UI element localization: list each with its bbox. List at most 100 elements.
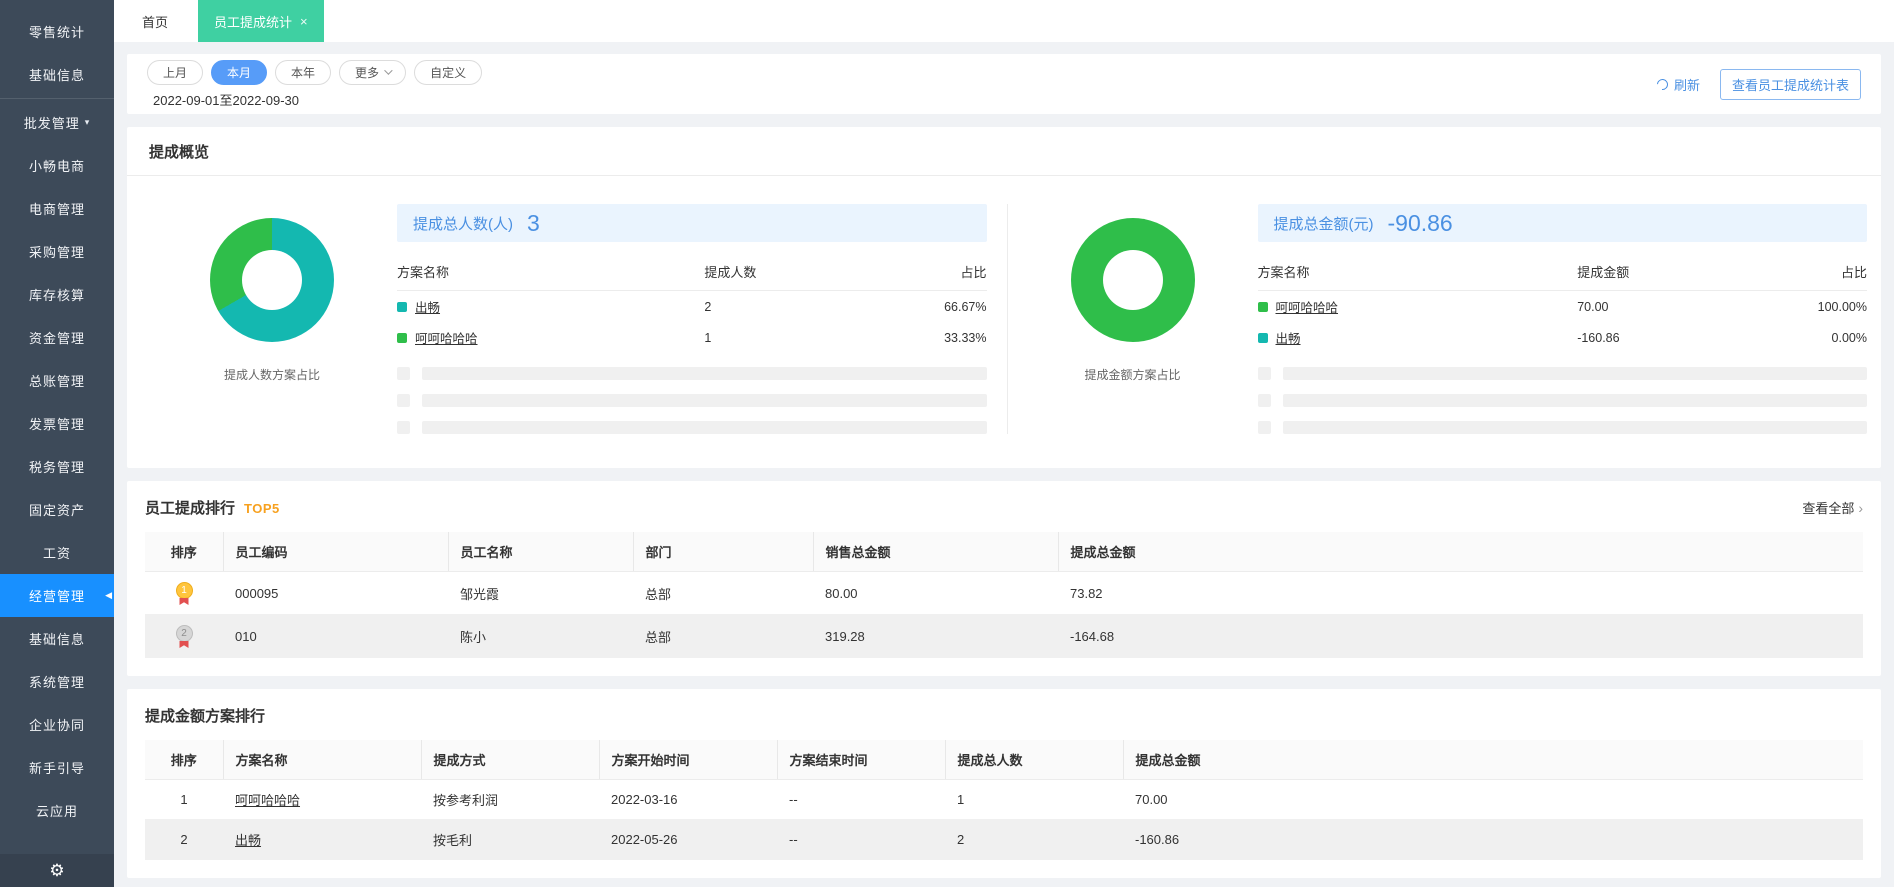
- skeleton-row: [1257, 421, 1867, 434]
- sidebar-item-label: 总账管理: [28, 374, 85, 389]
- sidebar-item-basic-info-top[interactable]: 基础信息: [0, 53, 114, 96]
- cell-commission-total: -164.68: [1058, 614, 1863, 658]
- sidebar-item-ecom-mgmt[interactable]: 电商管理: [0, 187, 114, 230]
- sidebar-item-label: 采购管理: [28, 245, 85, 260]
- sidebar-item-basic-info[interactable]: 基础信息: [0, 617, 114, 660]
- cell-commission-total: 73.82: [1058, 571, 1863, 615]
- sidebar-item-wholesale[interactable]: 批发管理 ▾: [0, 101, 114, 144]
- column-header: 提成方式: [421, 740, 600, 780]
- plan-ranking-table: 排序 方案名称 提成方式 方案开始时间 方案结束时间 提成总人数 提成总金额 1: [145, 740, 1863, 860]
- skeleton-row: [397, 394, 987, 407]
- sidebar-item-funds[interactable]: 资金管理: [0, 316, 114, 359]
- cell-sales-total: 319.28: [813, 614, 1058, 658]
- plan-link[interactable]: 呵呵哈哈哈: [235, 793, 301, 808]
- commission-overview-card: 提成概览 提成人数方案占比 提成总人数(人) 3: [127, 127, 1881, 468]
- skeleton-bar: [422, 394, 987, 407]
- sidebar-item-label: 批发管理: [23, 116, 80, 131]
- sidebar-item-inventory[interactable]: 库存核算: [0, 273, 114, 316]
- column-header: 销售总金额: [813, 532, 1059, 572]
- pill-custom[interactable]: 自定义: [414, 59, 483, 85]
- plan-link[interactable]: 出畅: [1275, 332, 1301, 346]
- pill-this-year[interactable]: 本年: [275, 59, 332, 85]
- people-donut-column: 提成人数方案占比: [147, 204, 397, 434]
- pill-more[interactable]: 更多: [339, 59, 407, 85]
- sidebar-item-ledger[interactable]: 总账管理: [0, 359, 114, 402]
- table-row: 呵呵哈哈哈 70.00 100.00%: [1257, 291, 1867, 322]
- top5-badge: TOP5: [244, 501, 280, 516]
- column-header: 员工名称: [448, 532, 634, 572]
- pill-label: 上月: [163, 65, 188, 80]
- sidebar-item-retail-stats[interactable]: 零售统计: [0, 10, 114, 53]
- table-row: 出畅 -160.86 0.00%: [1257, 322, 1867, 353]
- tab-employee-commission-stats[interactable]: 员工提成统计 ×: [198, 0, 324, 42]
- cell-value: 1: [704, 330, 712, 345]
- skeleton-row: [1257, 367, 1867, 380]
- plan-link[interactable]: 出畅: [415, 301, 441, 315]
- cell-dept: 总部: [633, 571, 813, 615]
- column-header: 排序: [145, 740, 224, 780]
- plan-link[interactable]: 呵呵哈哈哈: [1275, 301, 1339, 315]
- table-row: 1 呵呵哈哈哈 按参考利润 2022-03-16 -- 1 70.00: [145, 779, 1863, 820]
- cell-end-date: --: [777, 779, 945, 820]
- sidebar-item-label: 税务管理: [28, 460, 85, 475]
- sidebar-item-label: 基础信息: [28, 632, 85, 647]
- cell-pct: 100.00%: [1817, 299, 1867, 314]
- cell-employee-code: 010: [223, 614, 448, 658]
- pill-label: 更多: [355, 65, 380, 80]
- table-header-row: 排序 方案名称 提成方式 方案开始时间 方案结束时间 提成总人数 提成总金额: [145, 740, 1863, 780]
- banner-label: 提成总人数(人): [413, 215, 513, 233]
- legend-swatch-green: [397, 332, 407, 343]
- pill-label: 自定义: [430, 65, 467, 80]
- pill-label: 本年: [291, 65, 316, 80]
- sidebar-item-xiaochang-ecom[interactable]: 小畅电商: [0, 144, 114, 187]
- cell-value: -160.86: [1577, 330, 1620, 345]
- sidebar-item-cloud-apps[interactable]: 云应用: [0, 789, 114, 832]
- view-commission-report-button[interactable]: 查看员工提成统计表: [1719, 68, 1861, 100]
- settings-gear-button[interactable]: ⚙: [0, 854, 114, 887]
- pill-last-month[interactable]: 上月: [147, 59, 204, 85]
- cell-value: 70.00: [1577, 299, 1609, 314]
- date-range-text: 2022-09-01至2022-09-30: [153, 92, 299, 108]
- pill-this-month[interactable]: 本月: [211, 59, 268, 85]
- view-all-link[interactable]: 查看全部 ›: [1802, 498, 1863, 517]
- skeleton-square: [397, 421, 410, 434]
- column-header: 提成总金额: [1058, 532, 1863, 572]
- sidebar-item-fixed-assets[interactable]: 固定资产: [0, 488, 114, 531]
- column-header: 提成人数: [704, 265, 757, 280]
- cell-people-count: 2: [945, 819, 1123, 860]
- column-header: 提成总金额: [1123, 740, 1863, 780]
- plan-link[interactable]: 呵呵哈哈哈: [415, 332, 478, 346]
- legend-swatch-teal: [1257, 332, 1268, 343]
- sidebar-item-label: 固定资产: [28, 503, 85, 518]
- sidebar-item-label: 新手引导: [28, 761, 85, 776]
- sidebar-item-purchase[interactable]: 采购管理: [0, 230, 114, 273]
- column-header: 方案名称: [223, 740, 422, 780]
- skeleton-square: [1257, 367, 1271, 380]
- sidebar-item-label: 经营管理: [28, 589, 85, 604]
- chevron-right-icon: ›: [1858, 499, 1863, 516]
- cell-start-date: 2022-05-26: [599, 819, 777, 860]
- sidebar-item-enterprise-collab[interactable]: 企业协同: [0, 703, 114, 746]
- chevron-down-icon: [384, 66, 393, 75]
- caret-down-icon: ▾: [84, 117, 91, 127]
- table-header-row: 排序 员工编码 员工名称 部门 销售总金额 提成总金额: [145, 532, 1863, 572]
- sidebar-item-invoice[interactable]: 发票管理: [0, 402, 114, 445]
- column-header: 占比: [960, 265, 987, 280]
- cell-employee-name: 陈小: [448, 614, 633, 658]
- cell-start-date: 2022-03-16: [599, 779, 777, 820]
- plan-link[interactable]: 出畅: [235, 833, 262, 848]
- refresh-button[interactable]: 刷新: [1654, 75, 1700, 94]
- sidebar-item-beginner-guide[interactable]: 新手引导: [0, 746, 114, 789]
- sidebar-item-system[interactable]: 系统管理: [0, 660, 114, 703]
- column-header: 方案名称: [1257, 265, 1310, 280]
- sidebar-item-salary[interactable]: 工资: [0, 531, 114, 574]
- close-icon[interactable]: ×: [300, 13, 308, 29]
- cell-amount: 70.00: [1123, 779, 1863, 820]
- main-area: 首页 员工提成统计 × 上月 本月 本年 更多: [114, 0, 1894, 887]
- money-total-banner: 提成总金额(元) -90.86: [1257, 204, 1867, 242]
- column-header: 方案结束时间: [777, 740, 946, 780]
- sidebar-item-tax[interactable]: 税务管理: [0, 445, 114, 488]
- sidebar-item-business-mgmt-active[interactable]: 经营管理 ◀: [0, 574, 114, 617]
- tab-home[interactable]: 首页: [122, 0, 188, 42]
- tab-label: 首页: [142, 14, 169, 30]
